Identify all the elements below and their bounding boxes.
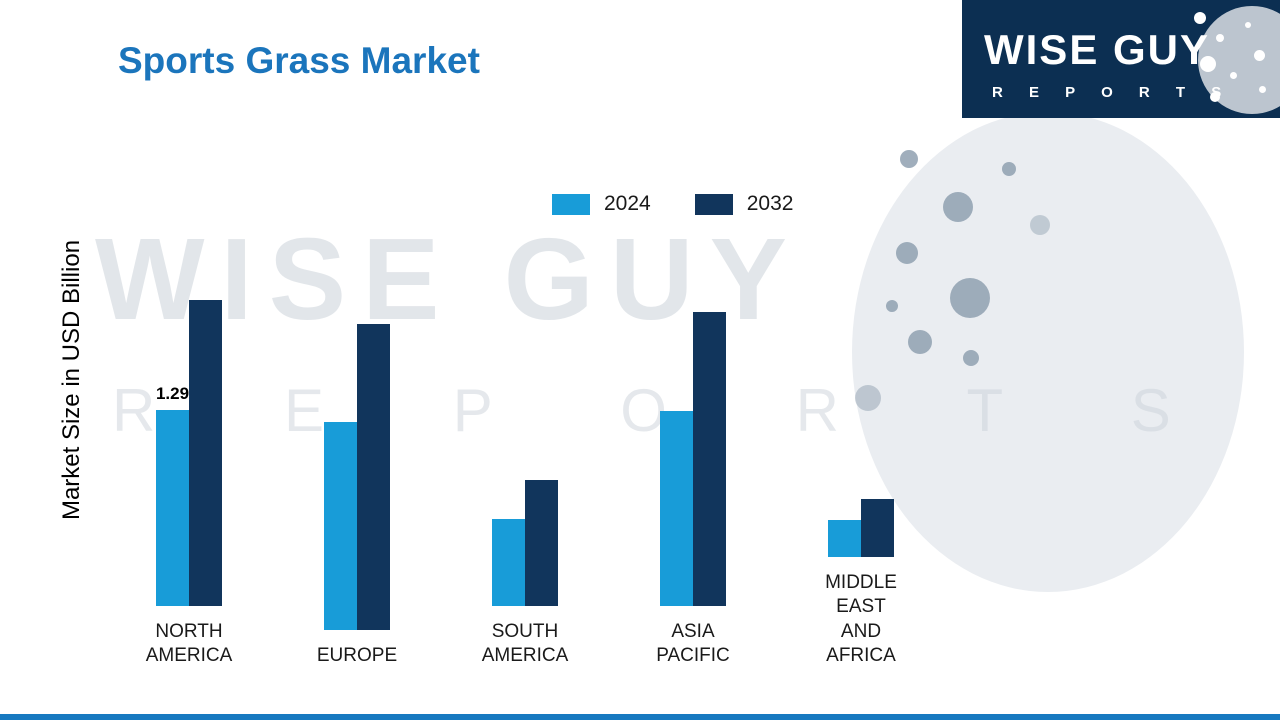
decorative-dot bbox=[963, 350, 979, 366]
legend-item-2024: 2024 bbox=[552, 192, 651, 216]
legend-item-2032: 2032 bbox=[694, 192, 794, 216]
logo-bubble-icon bbox=[1259, 86, 1266, 93]
bars-europe bbox=[324, 303, 390, 630]
category-label-middle-east-and-africa: MIDDLE EAST AND AFRICA bbox=[825, 572, 897, 666]
wise-guy-reports-logo: WISE GUY R E P O R T S bbox=[962, 0, 1280, 118]
legend-label-2032: 2032 bbox=[746, 192, 794, 215]
bar-group-south-america: SOUTH AMERICA bbox=[443, 279, 607, 669]
bar-2032-north-america bbox=[189, 299, 222, 606]
legend-swatch-2032 bbox=[694, 193, 733, 215]
bar-group-middle-east-and-africa: MIDDLE EAST AND AFRICA bbox=[779, 230, 943, 668]
category-label-asia-pacific: ASIA PACIFIC bbox=[656, 620, 730, 666]
decorative-dot bbox=[943, 192, 973, 222]
bar-2032-asia-pacific bbox=[693, 311, 726, 606]
category-label-europe: EUROPE bbox=[316, 644, 398, 666]
logo-bubble-icon bbox=[1194, 12, 1206, 24]
category-label-south-america: SOUTH AMERICA bbox=[481, 620, 569, 666]
logo-bubble-icon bbox=[1216, 34, 1224, 42]
bar-2024-asia-pacific bbox=[660, 410, 693, 606]
logo-bubble-icon bbox=[1245, 22, 1251, 28]
bars-middle-east-and-africa bbox=[828, 230, 894, 557]
legend-swatch-2024 bbox=[552, 193, 590, 215]
page-title: Sports Grass Market bbox=[118, 40, 480, 81]
bars-asia-pacific bbox=[660, 279, 726, 606]
watermark-reports-text: R E P O R T S bbox=[112, 377, 1227, 444]
bar-2024-europe bbox=[324, 421, 357, 630]
logo-name-text: WISE GUY bbox=[984, 26, 1211, 73]
logo-tagline-text: R E P O R T S bbox=[992, 84, 1233, 101]
bar-2024-south-america bbox=[492, 518, 525, 606]
bars-south-america bbox=[492, 279, 558, 606]
y-axis-label: Market Size in USD Billion bbox=[58, 239, 85, 521]
bar-group-north-america: 1.29 NORTH AMERICA bbox=[107, 279, 271, 669]
decorative-dot bbox=[950, 278, 990, 318]
decorative-dot bbox=[855, 385, 881, 411]
bar-2024-middle-east-and-africa bbox=[828, 520, 861, 557]
bottom-accent-strip bbox=[0, 714, 1280, 720]
logo-bubble-icon bbox=[1230, 72, 1237, 79]
bar-2032-middle-east-and-africa bbox=[861, 499, 894, 557]
logo-bubble-icon bbox=[1200, 56, 1216, 72]
bars-north-america: 1.29 bbox=[156, 279, 222, 606]
legend: 2024 2032 bbox=[552, 192, 793, 216]
bar-2032-south-america bbox=[525, 479, 558, 606]
bar-2024-north-america: 1.29 bbox=[156, 384, 189, 606]
decorative-dot bbox=[908, 330, 932, 354]
bar-group-asia-pacific: ASIA PACIFIC bbox=[611, 279, 775, 669]
decorative-dot bbox=[1002, 162, 1016, 176]
decorative-dot bbox=[900, 150, 918, 168]
logo-bubble-icon bbox=[1254, 50, 1265, 61]
bar-2032-europe bbox=[357, 323, 390, 630]
legend-label-2024: 2024 bbox=[604, 192, 651, 215]
decorative-dot bbox=[896, 242, 918, 264]
decorative-dot bbox=[886, 300, 898, 312]
category-label-north-america: NORTH AMERICA bbox=[145, 620, 233, 666]
decorative-dot bbox=[1030, 215, 1050, 235]
bar-group-europe: EUROPE bbox=[275, 303, 439, 668]
bar-chart: 1.29 NORTH AMERICA EUROPE SOUTH AMERICA ASIA… bbox=[105, 230, 945, 668]
bar-value-label: 1.29 bbox=[155, 383, 190, 403]
logo-bubble-icon bbox=[1210, 92, 1220, 102]
